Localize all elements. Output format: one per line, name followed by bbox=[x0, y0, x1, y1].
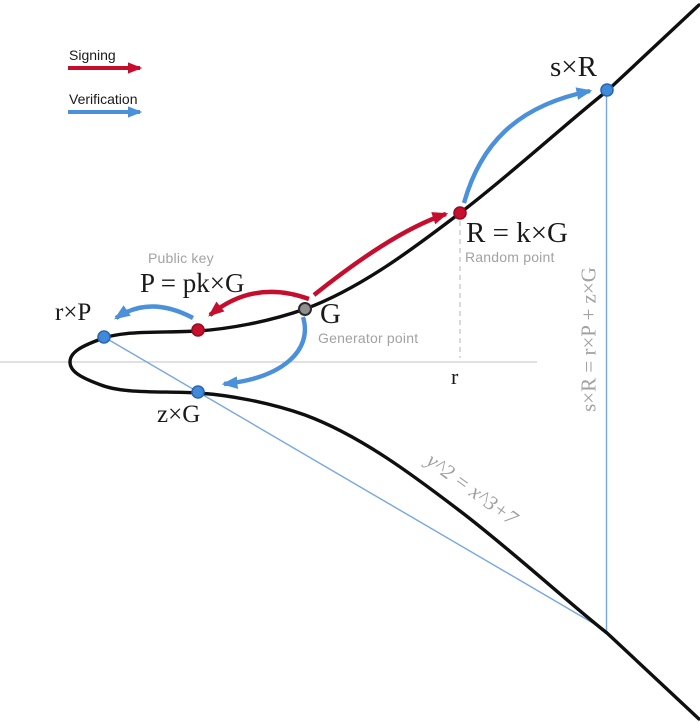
random-point-caption: Random point bbox=[465, 249, 555, 265]
elliptic-curve-path bbox=[68, 3, 700, 721]
public-key-point-dot bbox=[191, 323, 205, 337]
zxg-point-dot bbox=[191, 385, 205, 399]
random-point-label: R = k×G bbox=[466, 217, 568, 249]
sxr-point-dot bbox=[600, 83, 614, 97]
public-key-caption: Public key bbox=[148, 250, 214, 266]
public-key-label: P = pk×G bbox=[140, 268, 245, 298]
verification-sum-equation: s×R = r×P + z×G bbox=[576, 267, 601, 412]
generator-caption: Generator point bbox=[318, 330, 419, 346]
verification-chord-line bbox=[103, 336, 607, 632]
random-point-dot bbox=[453, 206, 467, 220]
verification-arrow-g-to-zxg bbox=[221, 316, 307, 389]
legend-verification-label: Verification bbox=[69, 91, 138, 107]
zxg-label: z×G bbox=[157, 401, 201, 428]
verification-arrow-p-to-rxp bbox=[114, 304, 195, 320]
r-axis-label: r bbox=[451, 364, 459, 389]
generator-label: G bbox=[320, 298, 341, 330]
signing-arrow-g-to-p bbox=[208, 289, 310, 317]
signing-arrow-g-to-r bbox=[312, 211, 449, 297]
generator-point-dot bbox=[298, 302, 312, 316]
sxr-label: s×R bbox=[550, 51, 597, 83]
verification-arrow-r-to-sxr bbox=[461, 87, 593, 204]
rxp-point-dot bbox=[97, 330, 111, 344]
legend-signing-label: Signing bbox=[69, 47, 116, 63]
rxp-label: r×P bbox=[55, 299, 92, 326]
